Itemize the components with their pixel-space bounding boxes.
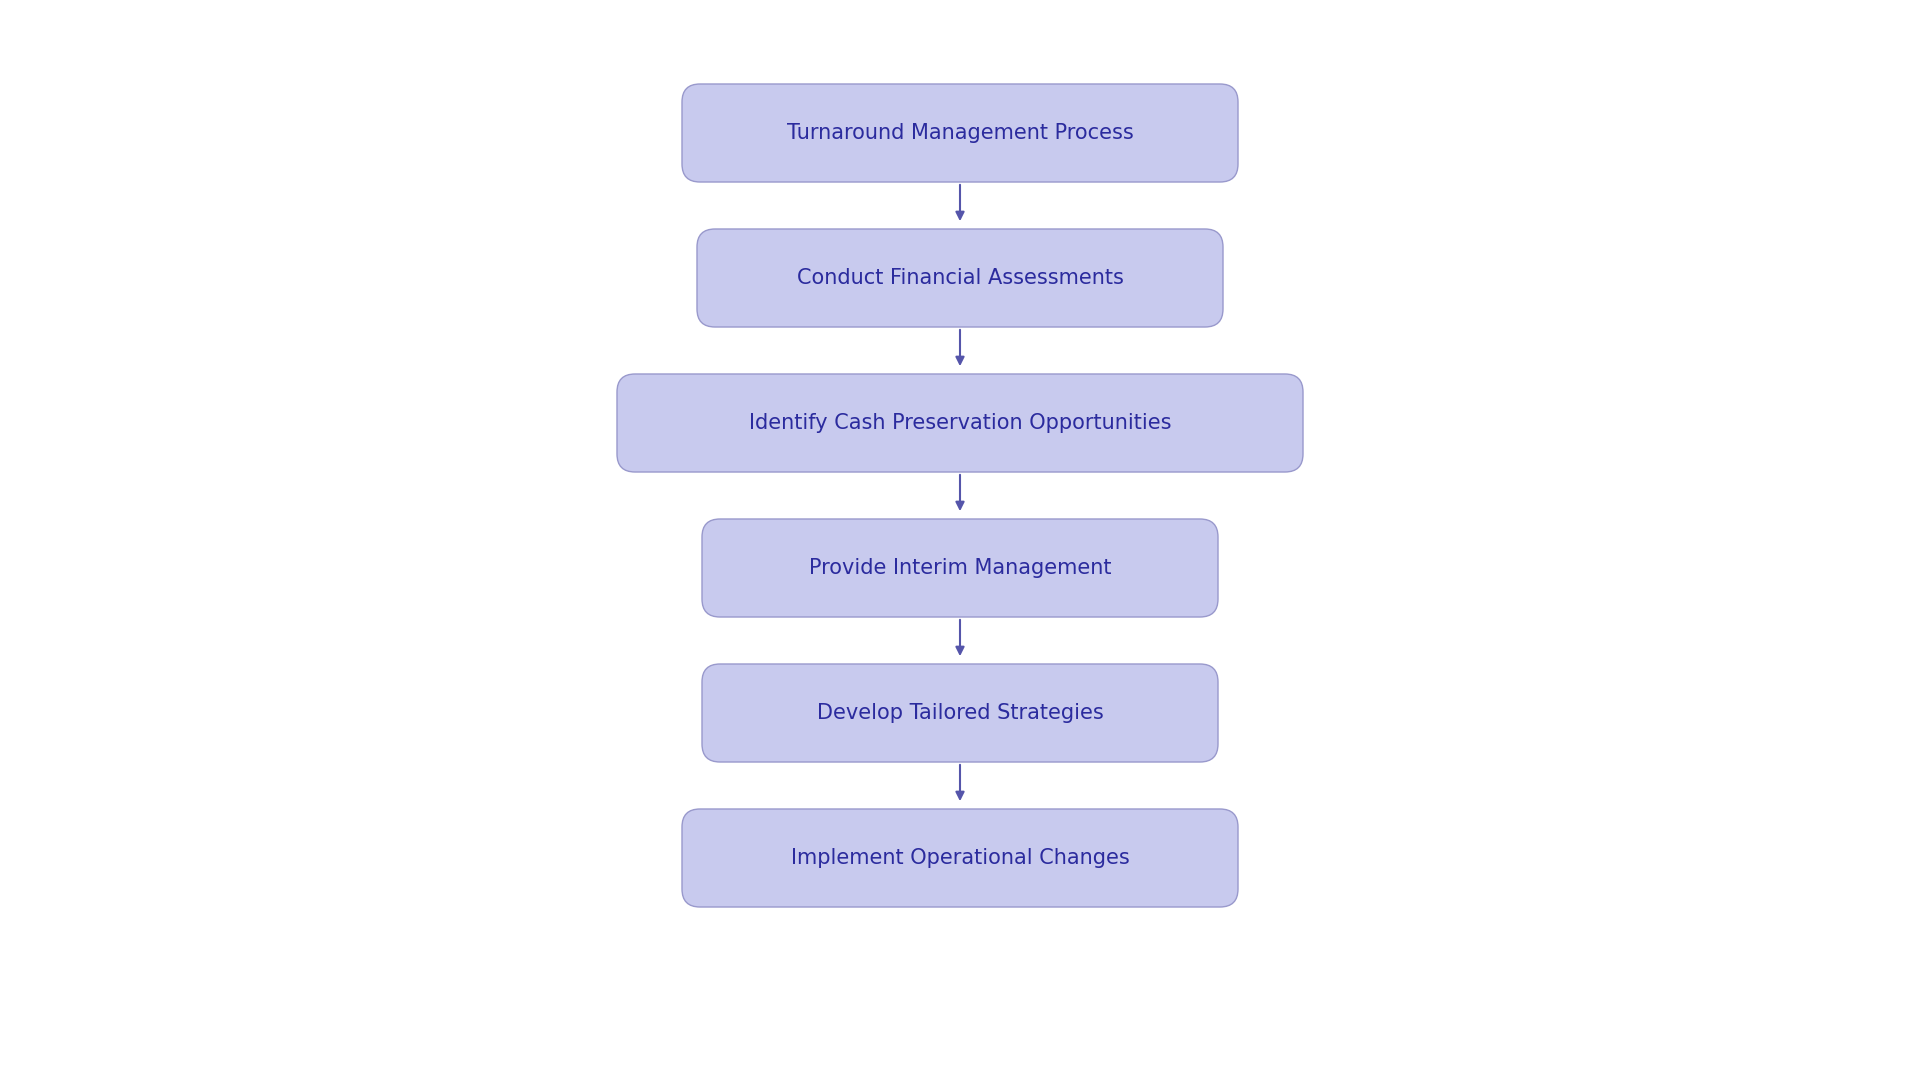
FancyBboxPatch shape [697, 229, 1223, 327]
FancyBboxPatch shape [682, 84, 1238, 182]
Text: Provide Interim Management: Provide Interim Management [808, 558, 1112, 578]
FancyBboxPatch shape [682, 809, 1238, 906]
FancyBboxPatch shape [616, 374, 1304, 472]
Text: Develop Tailored Strategies: Develop Tailored Strategies [816, 703, 1104, 723]
Text: Conduct Financial Assessments: Conduct Financial Assessments [797, 268, 1123, 288]
FancyBboxPatch shape [703, 664, 1217, 762]
Text: Turnaround Management Process: Turnaround Management Process [787, 123, 1133, 143]
Text: Implement Operational Changes: Implement Operational Changes [791, 848, 1129, 867]
FancyBboxPatch shape [703, 519, 1217, 617]
Text: Identify Cash Preservation Opportunities: Identify Cash Preservation Opportunities [749, 413, 1171, 433]
